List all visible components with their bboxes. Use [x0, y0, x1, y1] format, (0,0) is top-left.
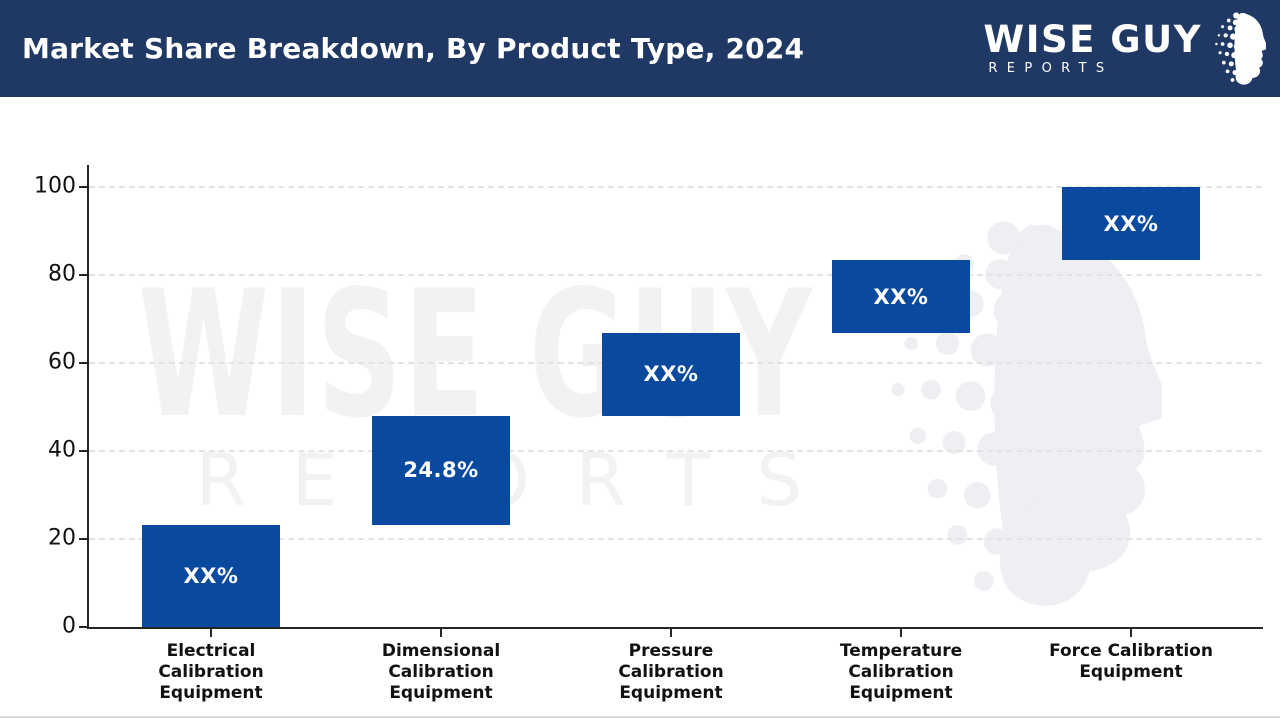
bar-value-label: XX%	[183, 563, 239, 588]
brand-subtitle: REPORTS	[988, 61, 1114, 76]
gridline	[89, 450, 1262, 452]
brand-face-icon	[1204, 9, 1266, 89]
y-tick-label: 40	[48, 437, 76, 463]
y-tick-mark	[79, 626, 88, 628]
x-category-label-line: Equipment	[159, 683, 263, 703]
gridline	[89, 274, 1262, 276]
x-category-label-line: Calibration	[618, 662, 724, 682]
brand-logo: WISE GUY REPORTS	[983, 9, 1266, 89]
brand-logo-text: WISE GUY REPORTS	[983, 18, 1202, 77]
page-bottom-divider	[0, 716, 1280, 718]
x-tick-mark	[670, 629, 672, 637]
x-category-label: Pressure Calibration Equipment	[618, 641, 723, 704]
x-category-label: Force Calibration Equipment	[1049, 641, 1213, 683]
x-category-label-line: Electrical	[166, 641, 256, 661]
y-tick-label: 20	[48, 525, 76, 551]
x-category-label-line: Dimensional	[381, 641, 501, 661]
x-category-label-line: Pressure	[628, 641, 714, 661]
x-category-label-line: Calibration	[848, 662, 954, 682]
header-banner: Market Share Breakdown, By Product Type,…	[0, 0, 1280, 97]
x-tick-mark	[900, 629, 902, 637]
bar-segment: XX%	[1062, 187, 1200, 261]
bar-value-label: XX%	[873, 284, 929, 309]
bar-value-label: XX%	[1103, 211, 1159, 236]
y-tick-mark	[79, 450, 88, 452]
x-category-label-line: Calibration	[388, 662, 494, 682]
bar-value-label: 24.8%	[403, 458, 479, 483]
x-tick-mark	[1130, 629, 1132, 637]
x-category-label-line: Force Calibration	[1049, 641, 1213, 661]
gridline	[89, 538, 1262, 540]
x-tick-mark	[440, 629, 442, 637]
gridline	[89, 186, 1262, 188]
y-tick-label: 60	[48, 349, 76, 375]
y-tick-label: 80	[48, 261, 76, 287]
x-category-label-line: Calibration	[158, 662, 264, 682]
chart-title: Market Share Breakdown, By Product Type,…	[22, 32, 805, 65]
x-category-label-line: Equipment	[619, 683, 723, 703]
y-axis-line	[87, 165, 89, 629]
bar-segment: XX%	[602, 333, 740, 416]
y-tick-label: 0	[62, 613, 76, 639]
x-category-label: Dimensional Calibration Equipment	[382, 641, 500, 704]
y-tick-mark	[79, 538, 88, 540]
y-tick-mark	[79, 186, 88, 188]
bar-segment: 24.8%	[372, 415, 510, 525]
y-tick-mark	[79, 362, 88, 364]
x-category-label-line: Equipment	[389, 683, 493, 703]
bar-segment: XX%	[142, 524, 280, 627]
y-tick-label: 100	[34, 173, 76, 199]
x-category-label: Temperature Calibration Equipment	[840, 641, 962, 704]
y-tick-mark	[79, 274, 88, 276]
x-category-label: Electrical Calibration Equipment	[158, 641, 263, 704]
brand-name: WISE GUY	[983, 18, 1202, 61]
x-category-label-line: Equipment	[1079, 662, 1183, 682]
x-axis-line	[87, 627, 1263, 629]
x-category-label-line: Equipment	[849, 683, 953, 703]
bar-segment: XX%	[832, 260, 970, 334]
x-tick-mark	[210, 629, 212, 637]
x-category-label-line: Temperature	[839, 641, 963, 661]
bar-value-label: XX%	[643, 362, 699, 387]
